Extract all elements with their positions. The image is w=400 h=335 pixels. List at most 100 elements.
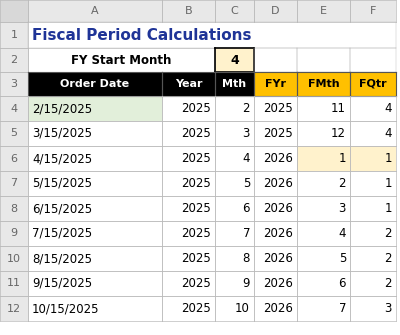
Text: 4: 4 bbox=[384, 102, 392, 115]
Text: 10/15/2025: 10/15/2025 bbox=[32, 302, 100, 315]
Bar bbox=[215, 196, 254, 221]
Text: 3: 3 bbox=[10, 79, 18, 89]
Bar bbox=[254, 221, 297, 246]
Bar bbox=[28, 296, 162, 321]
Bar bbox=[0, 221, 28, 246]
Bar bbox=[162, 246, 215, 271]
Text: 1: 1 bbox=[384, 202, 392, 215]
Text: 2: 2 bbox=[384, 227, 392, 240]
Bar bbox=[0, 22, 28, 48]
Bar bbox=[215, 48, 254, 72]
Bar bbox=[28, 171, 162, 196]
Text: 11: 11 bbox=[7, 278, 21, 288]
Text: FYr: FYr bbox=[265, 79, 286, 89]
Bar bbox=[215, 171, 254, 196]
Text: 9: 9 bbox=[10, 228, 18, 239]
Bar bbox=[0, 196, 28, 221]
Text: E: E bbox=[320, 6, 327, 16]
Bar bbox=[350, 146, 396, 171]
Text: 3: 3 bbox=[385, 302, 392, 315]
Bar bbox=[162, 96, 215, 121]
Text: 2026: 2026 bbox=[263, 252, 293, 265]
Bar bbox=[162, 146, 215, 171]
Text: 10: 10 bbox=[235, 302, 250, 315]
Text: FY Start Month: FY Start Month bbox=[71, 54, 172, 67]
Text: Fiscal Period Calculations: Fiscal Period Calculations bbox=[32, 27, 252, 43]
Bar bbox=[297, 271, 350, 296]
Bar bbox=[162, 72, 215, 96]
Text: 1: 1 bbox=[384, 152, 392, 165]
Bar bbox=[297, 121, 350, 146]
Bar bbox=[350, 296, 396, 321]
Text: 2026: 2026 bbox=[263, 227, 293, 240]
Text: 7: 7 bbox=[338, 302, 346, 315]
Bar bbox=[28, 22, 396, 48]
Bar bbox=[297, 221, 350, 246]
Text: 7/15/2025: 7/15/2025 bbox=[32, 227, 92, 240]
Text: A: A bbox=[91, 6, 99, 16]
Text: 9: 9 bbox=[242, 277, 250, 290]
Text: 5/15/2025: 5/15/2025 bbox=[32, 177, 92, 190]
Text: 2025: 2025 bbox=[181, 302, 211, 315]
Text: 4: 4 bbox=[10, 104, 18, 114]
Bar bbox=[254, 48, 297, 72]
Text: 3/15/2025: 3/15/2025 bbox=[32, 127, 92, 140]
Bar bbox=[297, 196, 350, 221]
Text: 2026: 2026 bbox=[263, 177, 293, 190]
Bar bbox=[162, 296, 215, 321]
Text: 7: 7 bbox=[10, 179, 18, 189]
Text: 2025: 2025 bbox=[263, 127, 293, 140]
Bar bbox=[254, 146, 297, 171]
Text: 4: 4 bbox=[338, 227, 346, 240]
Bar bbox=[0, 146, 28, 171]
Bar bbox=[215, 96, 254, 121]
Bar bbox=[28, 72, 162, 96]
Text: 9/15/2025: 9/15/2025 bbox=[32, 277, 92, 290]
Text: 8: 8 bbox=[10, 203, 18, 213]
Bar bbox=[215, 121, 254, 146]
Bar bbox=[215, 146, 254, 171]
Bar bbox=[0, 246, 28, 271]
Text: 2/15/2025: 2/15/2025 bbox=[32, 102, 92, 115]
Text: 5: 5 bbox=[10, 129, 18, 138]
Text: FMth: FMth bbox=[308, 79, 339, 89]
Bar bbox=[0, 48, 28, 72]
Bar bbox=[254, 196, 297, 221]
Text: 2: 2 bbox=[384, 252, 392, 265]
Bar bbox=[254, 296, 297, 321]
Text: 4/15/2025: 4/15/2025 bbox=[32, 152, 92, 165]
Bar bbox=[254, 96, 297, 121]
Text: 8: 8 bbox=[243, 252, 250, 265]
Text: 2026: 2026 bbox=[263, 152, 293, 165]
Bar bbox=[215, 0, 254, 22]
Bar bbox=[297, 246, 350, 271]
Text: 4: 4 bbox=[384, 127, 392, 140]
Bar bbox=[350, 72, 396, 96]
Bar bbox=[0, 0, 28, 22]
Text: F: F bbox=[370, 6, 376, 16]
Text: 11: 11 bbox=[331, 102, 346, 115]
Text: 2025: 2025 bbox=[181, 177, 211, 190]
Text: 8/15/2025: 8/15/2025 bbox=[32, 252, 92, 265]
Bar bbox=[350, 96, 396, 121]
Bar bbox=[297, 48, 350, 72]
Text: 6: 6 bbox=[242, 202, 250, 215]
Bar bbox=[162, 0, 215, 22]
Bar bbox=[297, 96, 350, 121]
Text: B: B bbox=[185, 6, 192, 16]
Bar bbox=[297, 0, 350, 22]
Text: 2026: 2026 bbox=[263, 202, 293, 215]
Text: 2025: 2025 bbox=[181, 127, 211, 140]
Text: 1: 1 bbox=[384, 177, 392, 190]
Text: C: C bbox=[231, 6, 238, 16]
Bar bbox=[350, 121, 396, 146]
Text: 5: 5 bbox=[243, 177, 250, 190]
Bar bbox=[350, 221, 396, 246]
Text: FQtr: FQtr bbox=[359, 79, 387, 89]
Text: 2025: 2025 bbox=[181, 202, 211, 215]
Bar bbox=[28, 221, 162, 246]
Text: 6/15/2025: 6/15/2025 bbox=[32, 202, 92, 215]
Bar bbox=[215, 221, 254, 246]
Bar bbox=[254, 72, 297, 96]
Text: 3: 3 bbox=[243, 127, 250, 140]
